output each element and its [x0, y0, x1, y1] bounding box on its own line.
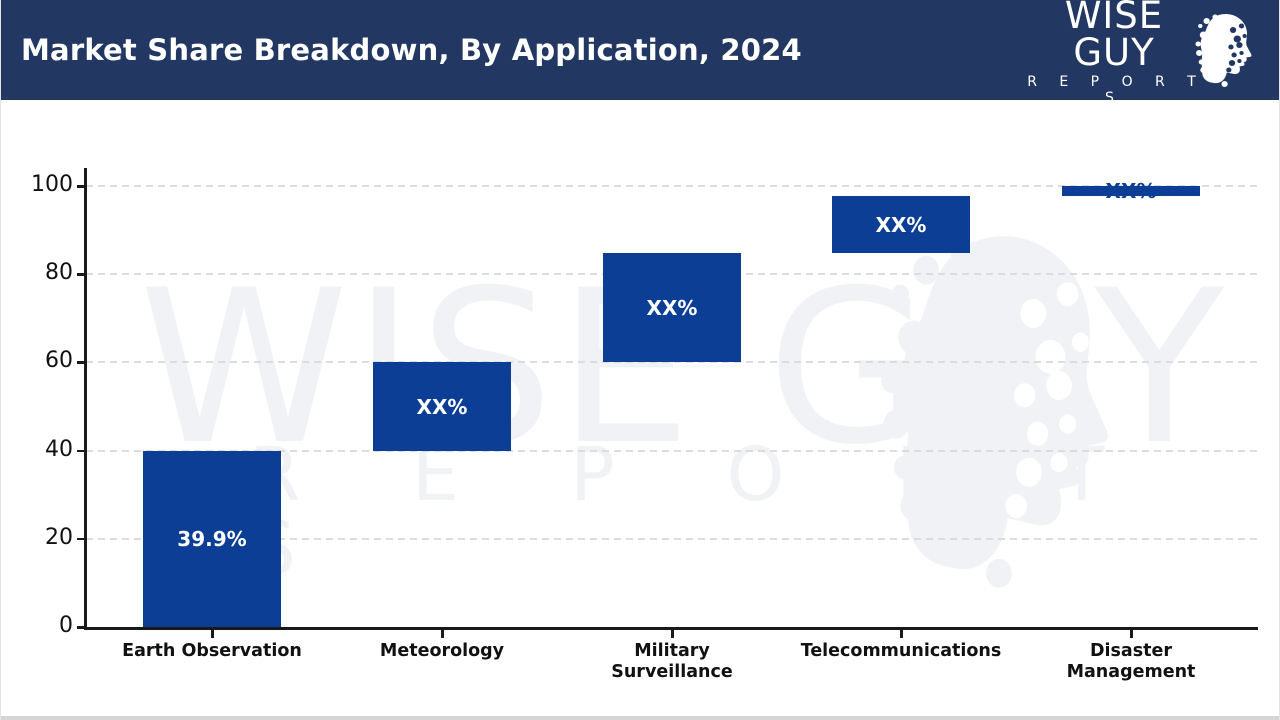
x-category-label: Earth Observation [122, 641, 302, 661]
y-tick-40 [77, 449, 85, 453]
bar-disaster-management [1062, 186, 1200, 197]
gridline-40 [86, 449, 1258, 452]
x-tick-0 [211, 629, 214, 638]
x-axis-line [84, 627, 1258, 630]
x-category-label: Military Surveillance [611, 641, 733, 683]
y-tick-100 [77, 185, 85, 188]
y-tick-0 [77, 626, 85, 629]
watermark-face-icon [879, 222, 1179, 607]
y-tick-label-80: 80 [45, 260, 73, 286]
bar-value-label: XX% [416, 394, 468, 419]
y-tick-label-40: 40 [45, 436, 73, 462]
logo-wordmark-line2: R E P O R T S [1027, 73, 1205, 106]
y-axis-line [84, 168, 87, 629]
x-category-label: Meteorology [379, 641, 505, 661]
logo-wordmark-line1: WISE GUY [1064, 0, 1164, 74]
x-tick-4 [1130, 629, 1133, 638]
gridline-100 [86, 185, 1258, 187]
y-tick-80 [77, 273, 85, 276]
bar-value-label: XX% [875, 212, 927, 237]
bar-value-label: XX% [1105, 179, 1157, 204]
x-category-label: Telecommunications [800, 641, 1002, 661]
logo-wordmark: WISE GUY R E P O R T S [1019, 0, 1209, 106]
bar-earth-observation [143, 451, 281, 627]
bottom-border [1, 716, 1279, 720]
gridline-20 [86, 537, 1258, 540]
bar-value-label: XX% [646, 295, 698, 320]
brand-logo: WISE GUY R E P O R T S [1019, 0, 1269, 106]
y-tick-label-100: 100 [31, 172, 73, 197]
bar-military-surveillance [603, 253, 741, 363]
watermark-wordmark-line2: R E P O R T S [249, 432, 1149, 592]
y-tick-label-0: 0 [59, 613, 73, 638]
y-tick-label-60: 60 [45, 348, 73, 374]
x-tick-1 [441, 629, 444, 638]
bar-value-label: 39.9% [177, 527, 247, 552]
y-tick-20 [77, 537, 85, 541]
header-bar: Market Share Breakdown, By Application, … [1, 0, 1279, 106]
bar-meteorology [373, 362, 511, 452]
x-category-label: Disaster Management [1066, 641, 1196, 683]
page-title: Market Share Breakdown, By Application, … [21, 33, 802, 67]
x-tick-3 [900, 629, 903, 638]
gridline-60 [86, 361, 1258, 364]
y-tick-label-20: 20 [45, 524, 73, 550]
x-tick-2 [671, 629, 674, 638]
y-tick-60 [77, 361, 85, 364]
